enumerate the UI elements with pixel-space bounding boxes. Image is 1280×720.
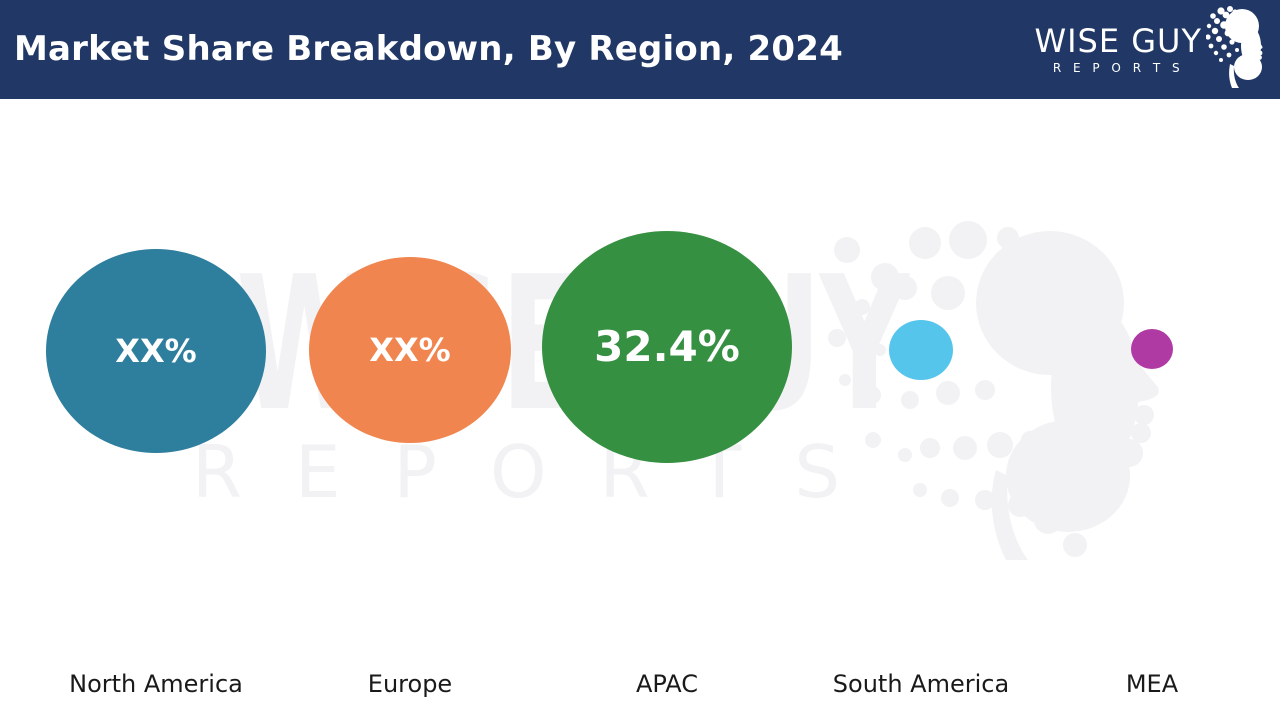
logo-secondary-text: R E P O R T S	[1052, 60, 1184, 75]
bubble-value-label: 32.4%	[594, 322, 740, 371]
page-title: Market Share Breakdown, By Region, 2024	[14, 29, 843, 70]
bubble-europe: XX%	[309, 257, 511, 443]
category-label-north-america: North America	[69, 670, 243, 698]
watermark-reports-text: REPORTS	[192, 430, 894, 514]
bubble-south-america	[889, 320, 953, 380]
wiseguy-logo: WISE GUY R E P O R T S	[1034, 5, 1264, 94]
header-bar: Market Share Breakdown, By Region, 2024 …	[0, 0, 1280, 99]
bubble-value-label: XX%	[115, 332, 197, 370]
bubble-apac: 32.4%	[542, 231, 792, 463]
wiseguy-head-icon	[1206, 5, 1263, 88]
logo-primary-text: WISE GUY	[1034, 22, 1202, 61]
watermark-head-icon	[823, 221, 1159, 560]
category-label-south-america: South America	[832, 670, 1010, 698]
bubble-north-america: XX%	[46, 249, 266, 453]
category-label-mea: MEA	[1125, 670, 1179, 698]
category-label-apac: APAC	[635, 670, 699, 698]
category-label-europe: Europe	[367, 670, 453, 698]
bubble-mea	[1131, 329, 1173, 369]
logo-text: WISE GUY R E P O R T S	[1034, 22, 1202, 75]
bubble-value-label: XX%	[369, 331, 451, 369]
